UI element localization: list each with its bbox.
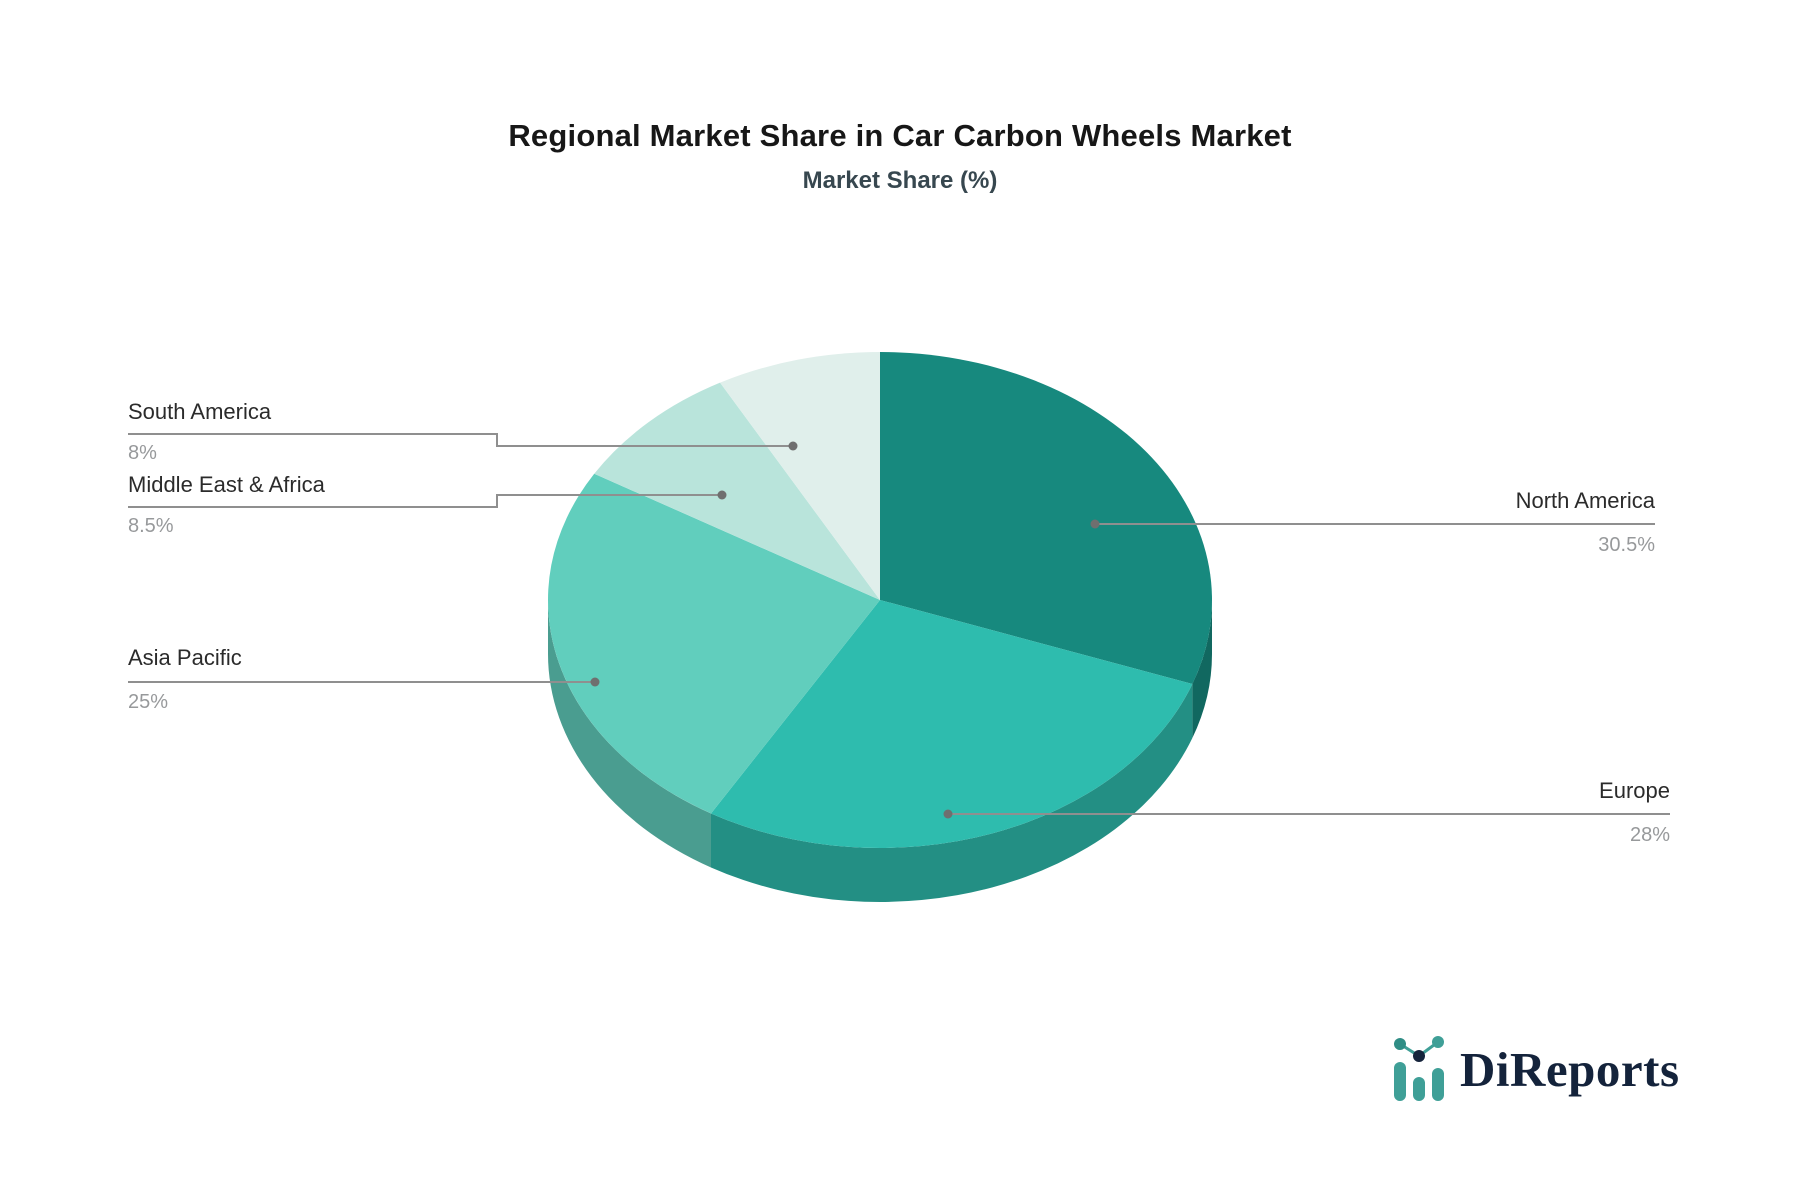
callout-north-america: North America 30.5% xyxy=(1516,488,1655,557)
logo-bar xyxy=(1413,1077,1425,1101)
slice-label-middle-east-africa: Middle East & Africa xyxy=(128,472,325,497)
logo-dot xyxy=(1413,1050,1425,1062)
brand-logo-text: DiReports xyxy=(1460,1041,1680,1097)
slice-label-europe: Europe xyxy=(1599,778,1670,803)
callout-asia-pacific: Asia Pacific 25% xyxy=(128,645,242,714)
slice-value-asia-pacific: 25% xyxy=(128,691,169,713)
pie-slice-south-america[interactable] xyxy=(720,352,880,600)
leader-dot-middle-east-africa xyxy=(717,490,727,500)
logo-dot xyxy=(1394,1038,1406,1050)
pie-slice-asia-pacific[interactable] xyxy=(548,473,880,814)
leader-dot-europe xyxy=(943,809,953,819)
pie-slice-europe[interactable] xyxy=(711,600,1193,848)
pie-slice-middle-east-africa[interactable] xyxy=(594,382,880,600)
pie-slice-north-america[interactable] xyxy=(880,352,1212,685)
bar-chart-logo-icon xyxy=(1394,1036,1444,1101)
leader-line-middle-east-africa xyxy=(128,494,722,508)
brand-logo: DiReports xyxy=(1392,1032,1680,1106)
callout-europe: Europe 28% xyxy=(1599,778,1670,847)
pie-slice-side-asia-pacific xyxy=(548,600,711,868)
leader-dot-north-america xyxy=(1090,519,1100,529)
leader-dot-south-america xyxy=(788,441,798,451)
logo-bar xyxy=(1394,1062,1406,1101)
chart-subtitle: Market Share (%) xyxy=(802,167,998,194)
slice-value-middle-east-africa: 8.5% xyxy=(128,515,174,537)
logo-bar xyxy=(1432,1068,1444,1101)
slice-value-south-america: 8% xyxy=(128,442,157,464)
pie-slice-side-europe xyxy=(711,684,1193,902)
slice-label-south-america: South America xyxy=(128,399,272,424)
slice-label-asia-pacific: Asia Pacific xyxy=(128,645,242,670)
slice-value-north-america: 30.5% xyxy=(1598,534,1655,556)
slice-value-europe: 28% xyxy=(1629,824,1670,846)
pie-slice-side-north-america xyxy=(1192,600,1212,739)
leader-line-south-america xyxy=(128,433,793,447)
leader-dot-asia-pacific xyxy=(590,677,600,687)
slice-label-north-america: North America xyxy=(1515,488,1655,513)
chart-title: Regional Market Share in Car Carbon Whee… xyxy=(508,118,1292,153)
callout-middle-east-africa: Middle East & Africa 8.5% xyxy=(128,472,325,538)
logo-dot xyxy=(1432,1036,1444,1048)
callout-south-america: South America 8% xyxy=(128,399,271,465)
